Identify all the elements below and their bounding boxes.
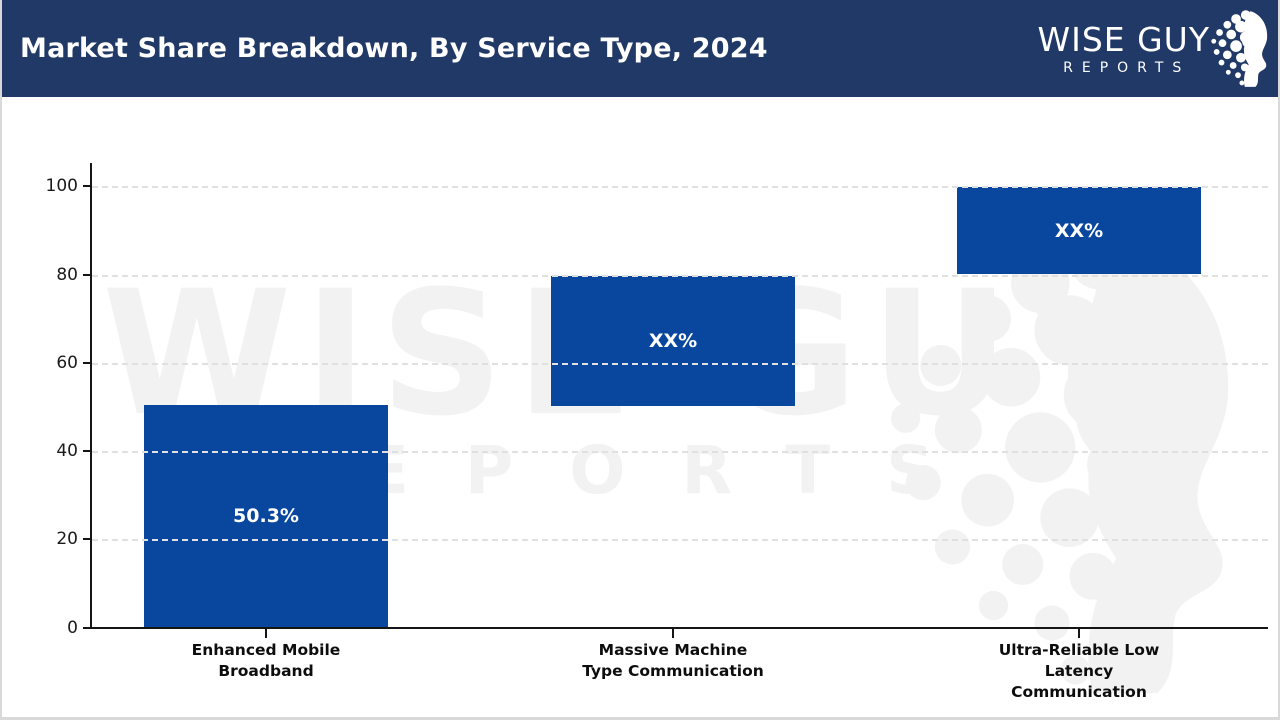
x-category-label-enhanced-mobile-broadband: Enhanced Mobile Broadband [106, 640, 426, 682]
y-tickmark-20 [83, 538, 90, 540]
gridline-40 [92, 451, 1268, 453]
header-band: Market Share Breakdown, By Service Type,… [2, 0, 1278, 97]
y-ticklabel-40: 40 [56, 441, 78, 461]
chart-title: Market Share Breakdown, By Service Type,… [20, 33, 768, 64]
y-axis-line [90, 163, 92, 629]
x-label-line: Communication [1011, 683, 1147, 701]
x-category-label-ultra-reliable-low-latency-communication: Ultra-Reliable Low Latency Communication [919, 640, 1239, 703]
x-axis-line [90, 627, 1268, 629]
wiseguy-face-icon [1211, 9, 1268, 87]
y-ticklabel-60: 60 [56, 353, 78, 373]
bar-massive-machine-type-communication: XX% [551, 276, 795, 406]
bar-ultra-reliable-low-latency-communication: XX% [957, 187, 1201, 274]
x-label-line: Ultra-Reliable Low [998, 641, 1160, 659]
gridline-80 [92, 275, 1268, 277]
x-tickmark-3 [1078, 629, 1080, 638]
bar-enhanced-mobile-broadband: 50.3% [144, 405, 388, 627]
x-label-line: Latency [1044, 662, 1114, 680]
y-tickmark-40 [83, 450, 90, 452]
x-tickmark-1 [265, 629, 267, 638]
y-tickmark-100 [83, 185, 90, 187]
y-tickmark-60 [83, 362, 90, 364]
x-label-line: Type Communication [582, 662, 764, 680]
bar-value-label: 50.3% [233, 505, 299, 527]
bar-value-label: XX% [1054, 219, 1104, 242]
y-ticklabel-0: 0 [67, 618, 78, 638]
x-label-line: Enhanced Mobile [191, 641, 341, 659]
logo-wordmark: WISE GUY [1037, 19, 1210, 59]
y-tickmark-80 [83, 274, 90, 276]
x-tickmark-2 [672, 629, 674, 638]
wiseguy-logo-text: WISE GUY REPORTS [1037, 19, 1210, 76]
gridline-100 [92, 186, 1268, 188]
y-ticklabel-80: 80 [56, 265, 78, 285]
y-ticklabel-100: 100 [45, 176, 78, 196]
gridline-20 [92, 539, 1268, 541]
wiseguy-logo: WISE GUY REPORTS [1037, 0, 1270, 97]
y-tickmark-0 [83, 627, 90, 629]
watermark-face-icon [891, 230, 1229, 694]
y-ticklabel-20: 20 [56, 529, 78, 549]
logo-subtitle: REPORTS [1063, 59, 1191, 76]
x-label-line: Broadband [218, 662, 314, 680]
gridline-60 [92, 363, 1268, 365]
x-category-label-massive-machine-type-communication: Massive Machine Type Communication [513, 640, 833, 682]
x-label-line: Massive Machine [598, 641, 748, 659]
bar-value-label: XX% [648, 330, 698, 352]
